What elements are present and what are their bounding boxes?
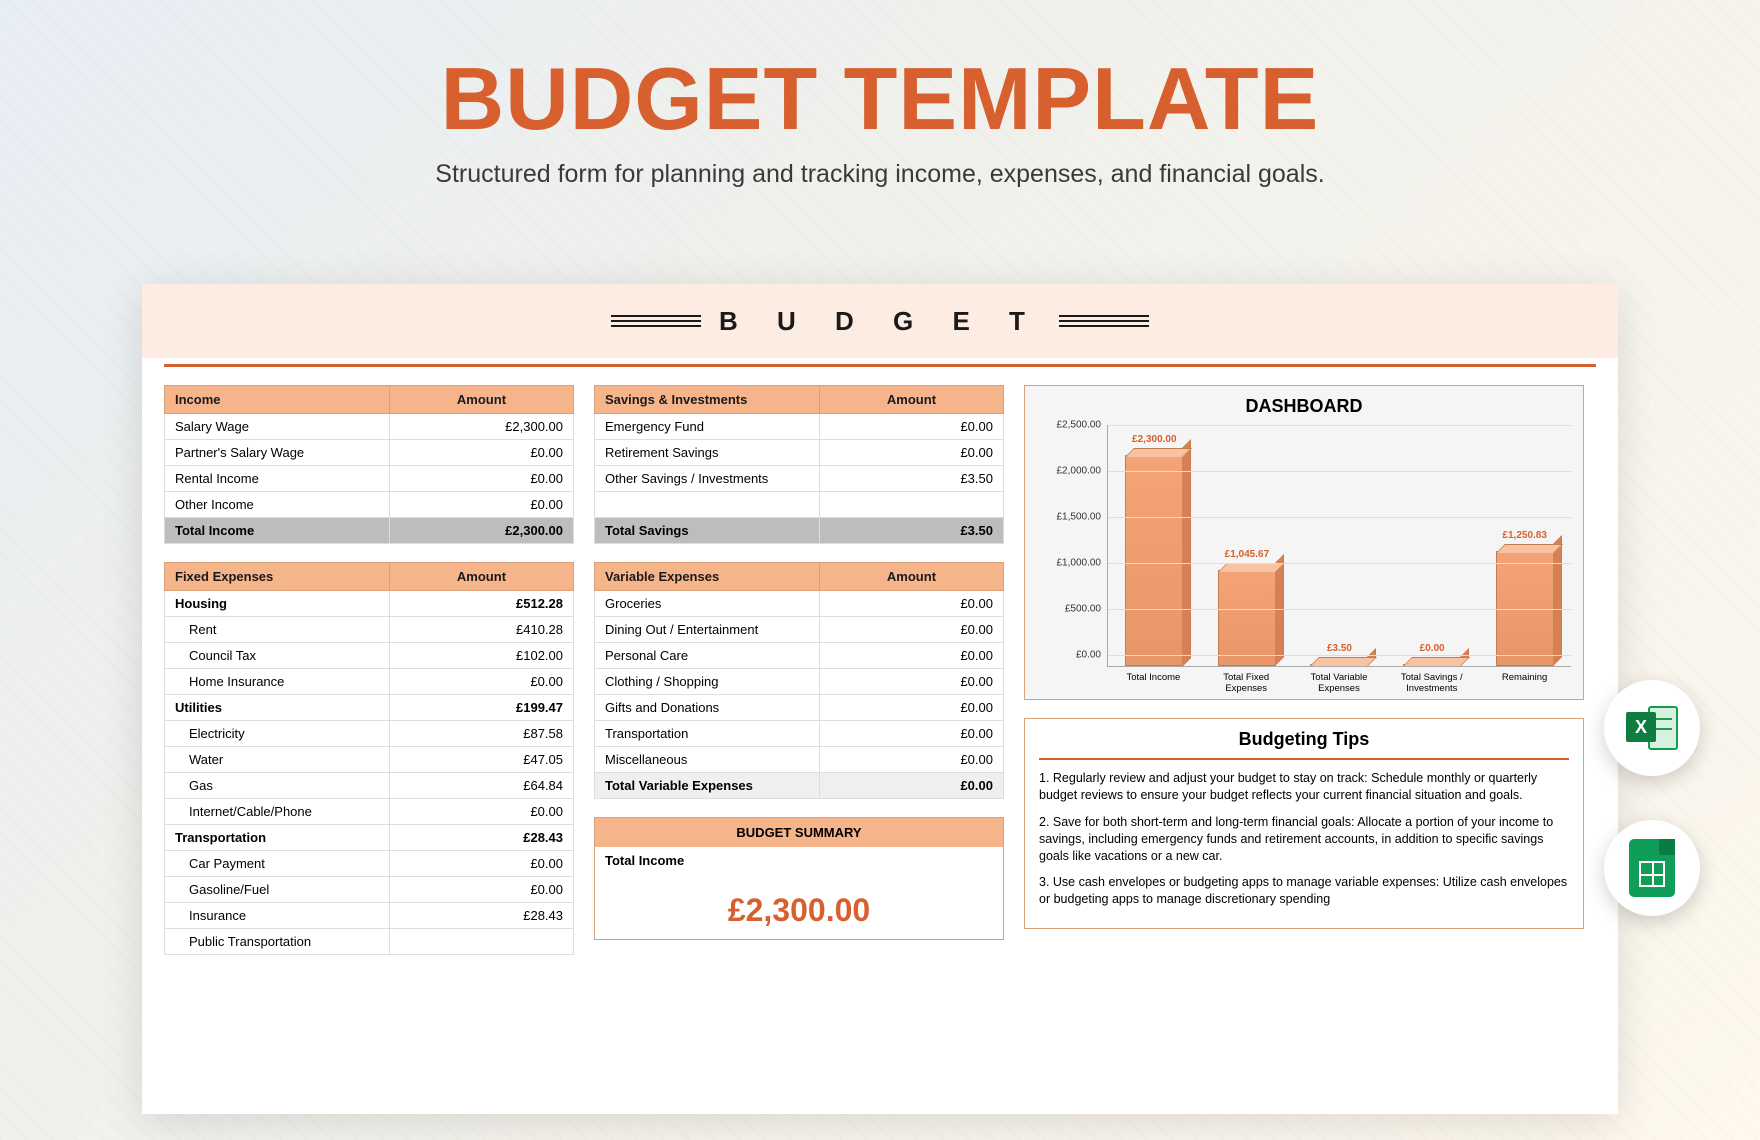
bar: £2,300.00	[1119, 455, 1189, 667]
table-row: Gas£64.84	[165, 773, 574, 799]
table-row: Personal Care£0.00	[595, 643, 1004, 669]
amount-header: Amount	[819, 563, 1003, 591]
page-title: BUDGET TEMPLATE	[0, 48, 1760, 150]
bar: £3.50	[1304, 664, 1374, 666]
amount-header: Amount	[819, 386, 1003, 414]
x-tick-label: Total Savings / Investments	[1392, 673, 1472, 695]
page-subtitle: Structured form for planning and trackin…	[0, 160, 1760, 189]
table-row: Internet/Cable/Phone£0.00	[165, 799, 574, 825]
table-row: Gifts and Donations£0.00	[595, 695, 1004, 721]
column-middle: Savings & InvestmentsAmount Emergency Fu…	[594, 385, 1004, 955]
tip-paragraph: 2. Save for both short-term and long-ter…	[1039, 814, 1569, 865]
total-variable-label: Total Variable Expenses	[595, 773, 820, 799]
y-tick-label: £2,500.00	[1057, 420, 1102, 431]
x-tick-label: Total Variable Expenses	[1299, 673, 1379, 695]
budget-sheet: B U D G E T IncomeAmount Salary Wage£2,3…	[142, 284, 1618, 1114]
table-row: Car Payment£0.00	[165, 851, 574, 877]
total-savings-label: Total Savings	[595, 518, 820, 544]
table-row: Electricity£87.58	[165, 721, 574, 747]
amount-header: Amount	[389, 386, 573, 414]
table-row: Groceries£0.00	[595, 591, 1004, 617]
table-row: Gasoline/Fuel£0.00	[165, 877, 574, 903]
column-right: DASHBOARD £2,500.00 £2,000.00 £1,500.00 £1,…	[1024, 385, 1584, 955]
x-tick-label: Total Income	[1113, 673, 1193, 695]
table-row: Public Transportation	[165, 929, 574, 955]
budgeting-tips: Budgeting Tips 1. Regularly review and a…	[1024, 718, 1584, 929]
table-row	[595, 492, 1004, 518]
table-row: Other Income£0.00	[165, 492, 574, 518]
summary-value: £2,300.00	[595, 874, 1003, 939]
variable-expenses-table: Variable ExpensesAmount Groceries£0.00Di…	[594, 562, 1004, 799]
y-tick-label: £2,000.00	[1057, 466, 1102, 477]
x-tick-label: Total Fixed Expenses	[1206, 673, 1286, 695]
excel-icon: X	[1626, 702, 1678, 754]
table-row: Other Savings / Investments£3.50	[595, 466, 1004, 492]
sheet-banner: B U D G E T	[142, 284, 1618, 358]
savings-table: Savings & InvestmentsAmount Emergency Fu…	[594, 385, 1004, 544]
summary-title: BUDGET SUMMARY	[595, 818, 1003, 847]
bar: £1,045.67	[1212, 570, 1282, 666]
excel-badge[interactable]: X	[1604, 680, 1700, 776]
y-tick-label: £1,000.00	[1057, 558, 1102, 569]
dashboard: DASHBOARD £2,500.00 £2,000.00 £1,500.00 £1,…	[1024, 385, 1584, 700]
table-row: Rental Income£0.00	[165, 466, 574, 492]
dashboard-title: DASHBOARD	[1037, 396, 1571, 417]
total-income-label: Total Income	[165, 518, 390, 544]
table-row: Miscellaneous£0.00	[595, 747, 1004, 773]
table-row: Dining Out / Entertainment£0.00	[595, 617, 1004, 643]
tip-paragraph: 1. Regularly review and adjust your budg…	[1039, 770, 1569, 804]
bar: £0.00	[1397, 664, 1467, 666]
table-row: Partner's Salary Wage£0.00	[165, 440, 574, 466]
category-row: Transportation£28.43	[165, 825, 574, 851]
tip-paragraph: 3. Use cash envelopes or budgeting apps …	[1039, 874, 1569, 908]
summary-label: Total Income	[595, 847, 1003, 874]
table-row: Water£47.05	[165, 747, 574, 773]
total-savings-value: £3.50	[819, 518, 1003, 544]
table-row: Insurance£28.43	[165, 903, 574, 929]
table-row: Council Tax£102.00	[165, 643, 574, 669]
google-sheets-badge[interactable]	[1604, 820, 1700, 916]
income-table: IncomeAmount Salary Wage£2,300.00Partner…	[164, 385, 574, 544]
y-tick-label: £1,500.00	[1057, 512, 1102, 523]
tips-title: Budgeting Tips	[1039, 729, 1569, 760]
table-row: Home Insurance£0.00	[165, 669, 574, 695]
table-row: Emergency Fund£0.00	[595, 414, 1004, 440]
budget-summary: BUDGET SUMMARY Total Income £2,300.00	[594, 817, 1004, 940]
variable-header: Variable Expenses	[595, 563, 820, 591]
fixed-header: Fixed Expenses	[165, 563, 390, 591]
table-row: Salary Wage£2,300.00	[165, 414, 574, 440]
column-left: IncomeAmount Salary Wage£2,300.00Partner…	[164, 385, 574, 955]
category-row: Utilities£199.47	[165, 695, 574, 721]
fixed-expenses-table: Fixed ExpensesAmount Housing£512.28Rent£…	[164, 562, 574, 955]
table-row: Retirement Savings£0.00	[595, 440, 1004, 466]
table-row: Rent£410.28	[165, 617, 574, 643]
table-row: Clothing / Shopping£0.00	[595, 669, 1004, 695]
hero: BUDGET TEMPLATE Structured form for plan…	[0, 0, 1760, 189]
savings-header: Savings & Investments	[595, 386, 820, 414]
total-variable-value: £0.00	[819, 773, 1003, 799]
dashboard-chart: £2,500.00£2,000.00£1,500.00£1,000.00£500…	[1037, 425, 1571, 695]
total-income-value: £2,300.00	[389, 518, 573, 544]
x-tick-label: Remaining	[1485, 673, 1565, 695]
category-row: Housing£512.28	[165, 591, 574, 617]
sheet-title: B U D G E T	[719, 306, 1041, 337]
table-row: Transportation£0.00	[595, 721, 1004, 747]
sheets-icon	[1629, 839, 1675, 897]
amount-header: Amount	[389, 563, 573, 591]
income-header: Income	[165, 386, 390, 414]
y-tick-label: £500.00	[1065, 604, 1101, 615]
y-tick-label: £0.00	[1076, 650, 1101, 661]
